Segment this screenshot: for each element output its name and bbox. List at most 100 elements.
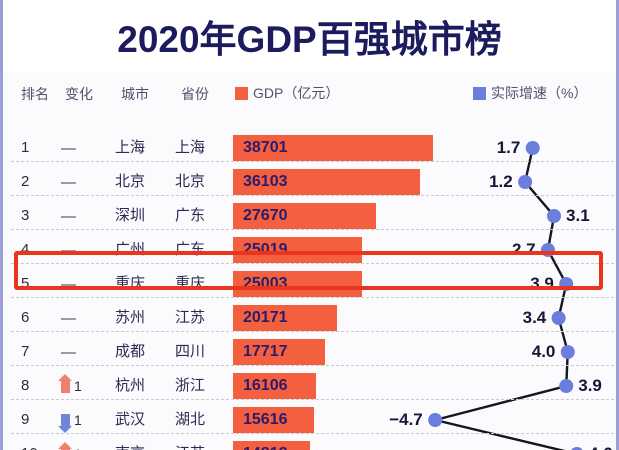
table-row[interactable]: 3 — 深圳 广东 27670	[3, 199, 616, 233]
rank-unchanged-icon: —	[61, 173, 76, 191]
gdp-bar	[233, 203, 377, 229]
row-separator	[11, 365, 614, 366]
growth-value-label: 3.4	[522, 308, 547, 327]
cell-province: 江苏	[175, 437, 225, 450]
gdp-bar	[233, 305, 338, 331]
growth-value-label: 1.2	[489, 172, 513, 191]
gdp-bar-value-label: 25019	[243, 241, 288, 258]
row-separator	[11, 263, 614, 264]
row-separator	[11, 161, 614, 162]
gdp-bar	[233, 135, 434, 161]
cell-change: —	[61, 267, 105, 301]
gdp-bar-value-label: 38701	[243, 139, 288, 156]
cell-change: —	[61, 199, 105, 233]
column-header-row: 排名 变化 城市 省份 GDP（亿元） 实际增速（%）	[3, 76, 616, 110]
table-row[interactable]: 9 1 武汉 湖北 15616	[3, 403, 616, 437]
gdp-bar	[233, 373, 317, 399]
title-bar: 2020年GDP百强城市榜	[3, 0, 616, 72]
gdp-bar-value-label: 16106	[243, 377, 288, 394]
row-separator	[11, 229, 614, 230]
cell-province: 广东	[175, 207, 206, 224]
cell-city: 广州	[115, 241, 146, 258]
column-header-rank: 排名	[21, 86, 49, 102]
cell-city: 上海	[115, 139, 146, 156]
column-header-province: 省份	[181, 86, 209, 102]
cell-province: 上海	[175, 139, 206, 156]
cell-rank: 4	[21, 241, 30, 258]
rank-unchanged-icon: —	[61, 275, 76, 293]
page-title: 2020年GDP百强城市榜	[117, 19, 502, 60]
table-row[interactable]: 5 — 重庆 重庆 25003	[3, 267, 616, 301]
cell-change: 1	[58, 437, 105, 450]
gdp-bar	[233, 441, 310, 450]
cell-province: 北京	[175, 173, 206, 190]
cell-province: 广东	[175, 241, 206, 258]
cell-rank: 5	[21, 275, 30, 292]
rank-change-amount: 1	[74, 412, 82, 428]
table-row[interactable]: 8 1 杭州 浙江 16106	[3, 369, 616, 403]
growth-value-label: 4.0	[531, 342, 556, 361]
table-row[interactable]: 7 — 成都 四川 17717	[3, 335, 616, 369]
cell-rank: 2	[21, 173, 30, 190]
gdp-bar	[233, 237, 363, 263]
rank-unchanged-icon: —	[61, 139, 76, 157]
cell-rank: 9	[21, 411, 30, 428]
table-row[interactable]: 6 — 苏州 江苏 20171	[3, 301, 616, 335]
cell-city: 重庆	[115, 275, 146, 292]
chart-plot-area: 1— 上海 上海 38701 1.7 2— 北京 北京 36103 1.2 3— 深圳 广东 27670 3…	[3, 110, 616, 450]
cell-rank: 1	[21, 139, 30, 156]
growth-value-label: 3.9	[578, 376, 602, 395]
gdp-bar-value-label: 20171	[243, 309, 288, 326]
gdp-bar-value-label: 27670	[243, 207, 288, 224]
rank-up-arrow-icon	[58, 441, 72, 450]
legend-swatch-growth-icon	[473, 86, 486, 100]
row-separator	[11, 331, 614, 332]
cell-rank: 3	[21, 207, 30, 224]
gdp-bar-value-label: 14818	[243, 441, 288, 450]
cell-province: 重庆	[175, 275, 206, 292]
rank-up-arrow-icon	[58, 373, 72, 393]
growth-value-label: 4.6	[589, 437, 613, 450]
cell-city: 武汉	[115, 411, 146, 428]
cell-change: —	[61, 233, 105, 267]
cell-city: 南京	[115, 437, 165, 450]
row-separator	[11, 433, 614, 434]
gdp-bar	[233, 271, 363, 297]
table-row[interactable]: 2 — 北京 北京 36103	[3, 165, 616, 199]
gdp-bar-value-label: 25003	[243, 275, 288, 292]
legend-item-growth: 实际增速（%）	[473, 83, 587, 103]
rank-unchanged-icon: —	[61, 241, 76, 259]
column-header-change: 变化	[65, 86, 93, 102]
cell-change: —	[61, 335, 105, 369]
table-row[interactable]: 1 — 上海 上海 38701	[3, 131, 616, 165]
legend-label-gdp: GDP（亿元）	[253, 85, 340, 101]
rank-unchanged-icon: —	[61, 309, 76, 327]
growth-value-label: 3.9	[530, 274, 554, 293]
table-row[interactable]: 10 1 南京江苏 14818	[3, 437, 616, 450]
legend-swatch-gdp-icon	[235, 86, 248, 100]
cell-city: 深圳	[115, 207, 146, 224]
growth-value-label: −4.7	[389, 410, 423, 429]
row-separator	[11, 195, 614, 196]
legend-item-gdp: GDP（亿元）	[235, 83, 339, 103]
cell-rank: 10	[21, 437, 55, 450]
cell-rank: 8	[21, 377, 30, 394]
cell-change: —	[61, 165, 105, 199]
rank-down-arrow-icon	[58, 413, 72, 433]
growth-value-label: 3.1	[566, 206, 590, 225]
row-separator	[11, 297, 614, 298]
legend-label-growth: 实际增速（%）	[491, 85, 588, 101]
cell-change: —	[61, 301, 105, 335]
gdp-bar	[233, 407, 314, 433]
gdp-bar-value-label: 17717	[243, 343, 288, 360]
cell-city: 北京	[115, 173, 146, 190]
gdp-bar-value-label: 15616	[243, 411, 288, 428]
cell-city: 成都	[115, 343, 146, 360]
cell-change: 1	[58, 369, 105, 403]
cell-city: 苏州	[115, 309, 146, 326]
row-separator	[11, 399, 614, 400]
cell-rank: 6	[21, 309, 30, 326]
growth-value-label: 1.7	[496, 138, 521, 157]
gdp-bar-value-label: 36103	[243, 173, 288, 190]
